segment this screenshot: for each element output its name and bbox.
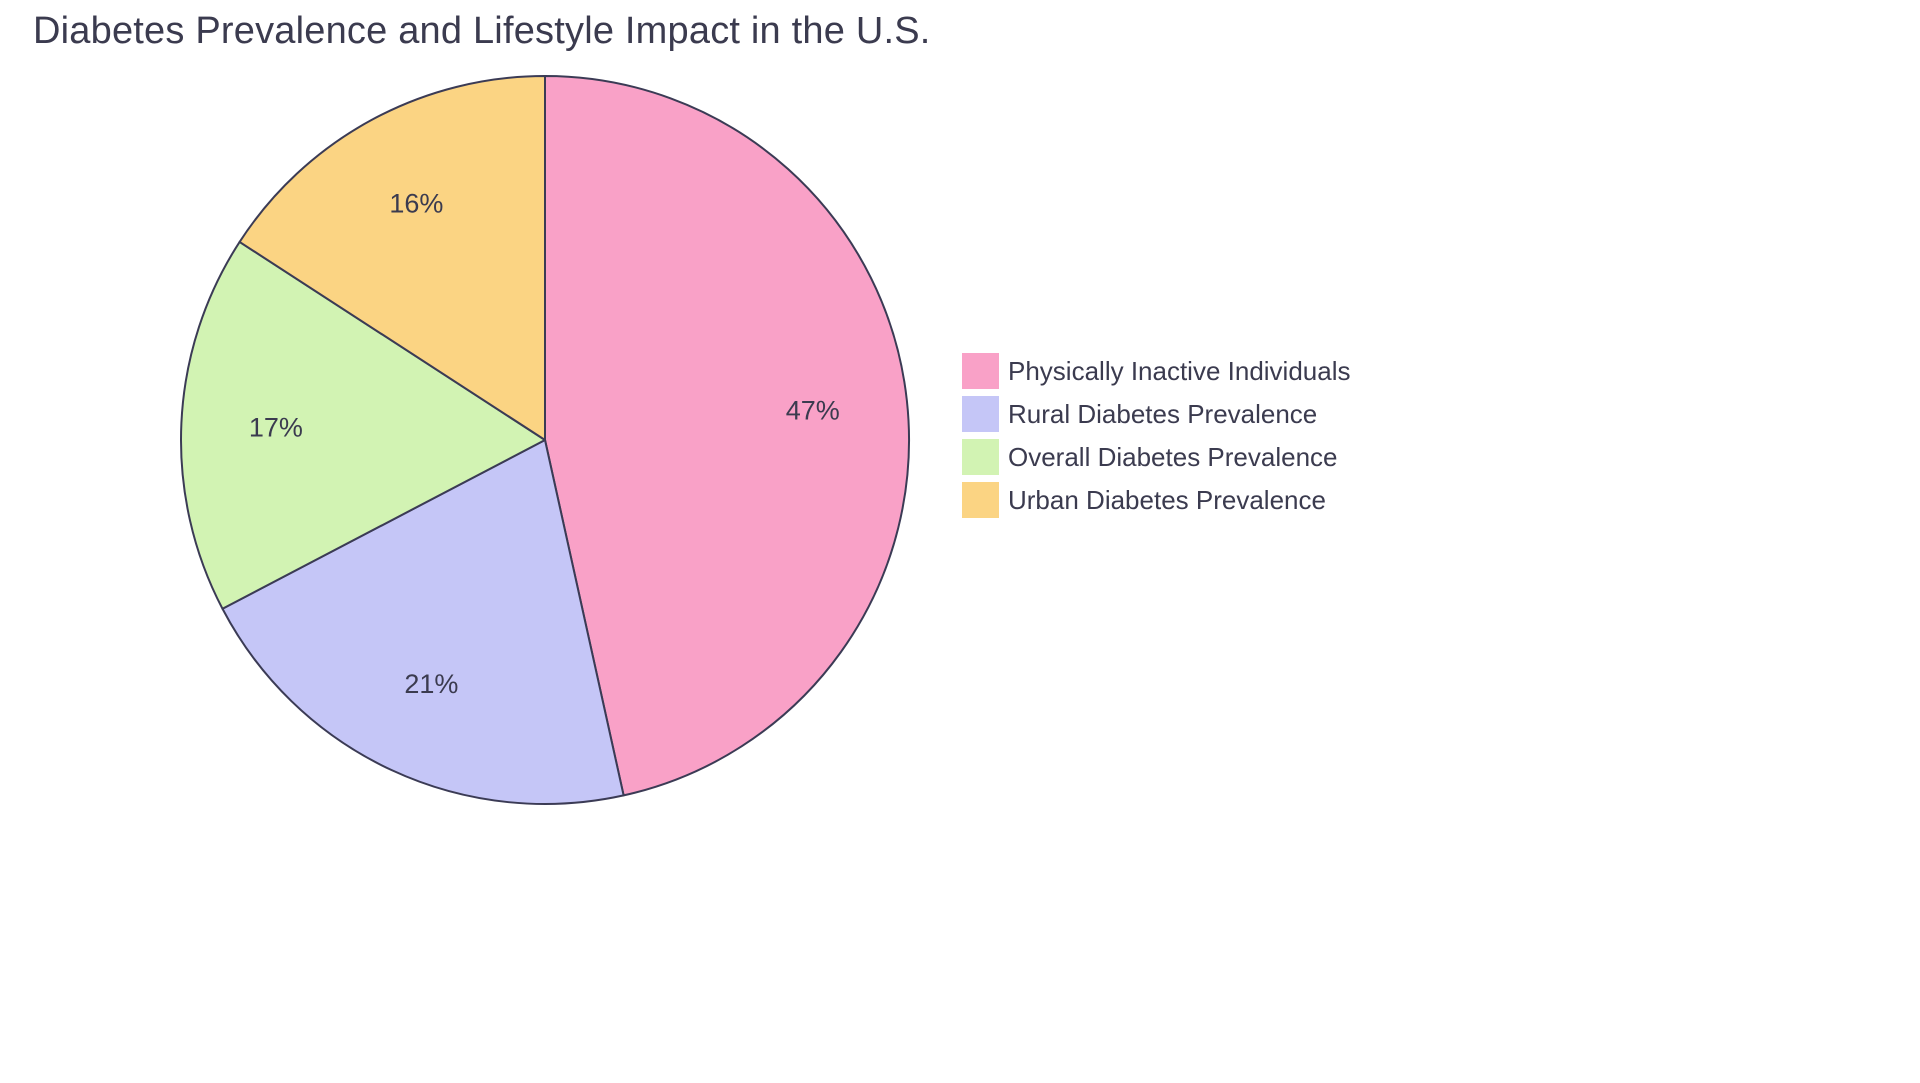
legend-item-0: Physically Inactive Individuals xyxy=(962,353,1351,389)
legend: Physically Inactive Individuals Rural Dia… xyxy=(962,353,1351,518)
slice-percentage-label: 16% xyxy=(389,188,443,218)
legend-item-3: Urban Diabetes Prevalence xyxy=(962,482,1351,518)
legend-label: Rural Diabetes Prevalence xyxy=(1008,398,1318,429)
slice-percentage-label: 47% xyxy=(786,396,840,426)
pie-slice-3 xyxy=(238,75,546,441)
legend-label: Overall Diabetes Prevalence xyxy=(1008,441,1338,472)
pie-slice-0 xyxy=(544,75,911,797)
legend-item-2: Overall Diabetes Prevalence xyxy=(962,439,1351,475)
legend-item-1: Rural Diabetes Prevalence xyxy=(962,396,1351,432)
legend-swatch-icon xyxy=(962,396,999,432)
legend-swatch-icon xyxy=(962,353,999,389)
legend-label: Physically Inactive Individuals xyxy=(1008,355,1351,386)
chart-title: Diabetes Prevalence and Lifestyle Impact… xyxy=(33,10,931,52)
pie-slice-1 xyxy=(221,439,625,806)
slice-percentage-label: 21% xyxy=(404,669,458,699)
slice-percentage-label: 17% xyxy=(249,412,303,442)
legend-label: Urban Diabetes Prevalence xyxy=(1008,484,1326,515)
pie-slice-2 xyxy=(180,240,546,610)
legend-swatch-icon xyxy=(962,482,999,518)
legend-swatch-icon xyxy=(962,439,999,475)
